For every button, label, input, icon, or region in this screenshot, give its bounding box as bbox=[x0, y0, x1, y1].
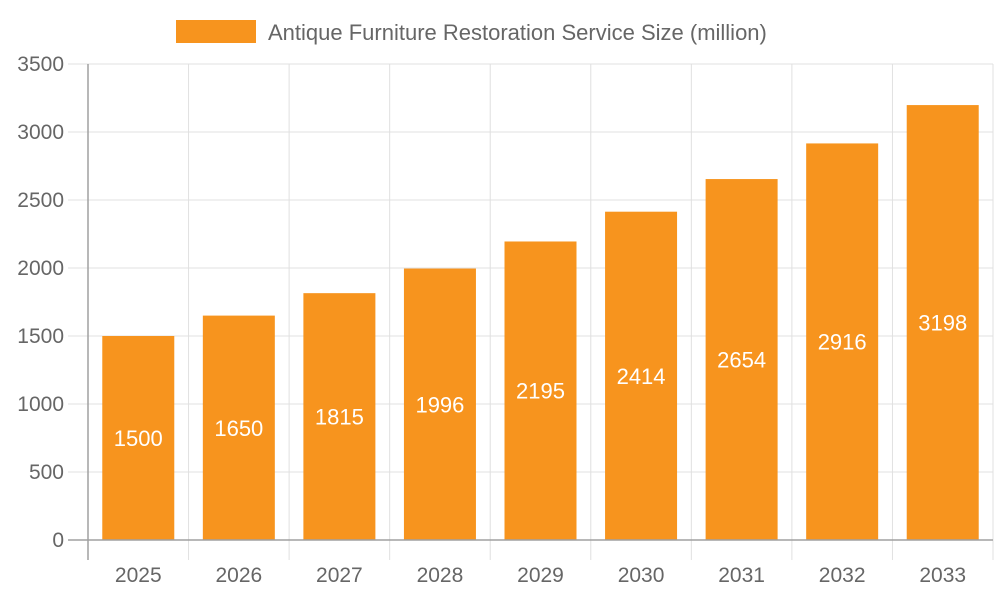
x-tick-label: 2026 bbox=[215, 564, 262, 587]
data-label: 2195 bbox=[516, 379, 565, 404]
y-tick-label: 1500 bbox=[17, 325, 64, 348]
bar bbox=[806, 143, 879, 540]
bar bbox=[403, 268, 476, 540]
y-tick-label: 2500 bbox=[17, 189, 64, 212]
bar bbox=[605, 211, 678, 541]
bar bbox=[906, 105, 979, 541]
bar bbox=[102, 336, 175, 540]
y-tick-label: 500 bbox=[29, 461, 64, 484]
bar bbox=[504, 241, 577, 541]
x-tick-label: 2027 bbox=[316, 564, 363, 587]
legend-label: Antique Furniture Restoration Service Si… bbox=[268, 20, 767, 45]
data-label: 2654 bbox=[717, 348, 766, 373]
x-tick-label: 2033 bbox=[919, 564, 966, 587]
data-label: 1996 bbox=[415, 392, 464, 417]
data-label: 1650 bbox=[214, 416, 263, 441]
x-tick-label: 2029 bbox=[517, 564, 564, 587]
bar bbox=[202, 315, 275, 540]
bar bbox=[303, 293, 376, 540]
x-tick-label: 2028 bbox=[417, 564, 464, 587]
data-label: 2414 bbox=[617, 364, 666, 389]
legend-swatch bbox=[176, 20, 256, 43]
x-tick-label: 2025 bbox=[115, 564, 162, 587]
axes: 0 500 1000 1500 2000 2500 3000 3500 2025 2026 2027… bbox=[17, 53, 993, 587]
x-tick-label: 2032 bbox=[819, 564, 866, 587]
x-tick-label: 2030 bbox=[618, 564, 665, 587]
bars: 1500 1650 1815 1996 2195 2414 2654 2916 3198 bbox=[102, 105, 979, 541]
data-label: 1500 bbox=[114, 426, 163, 451]
legend[interactable]: Antique Furniture Restoration Service Si… bbox=[176, 20, 767, 45]
data-label: 3198 bbox=[918, 311, 967, 336]
y-tick-label: 1000 bbox=[17, 393, 64, 416]
y-tick-label: 0 bbox=[52, 529, 64, 552]
y-tick-label: 3000 bbox=[17, 121, 64, 144]
x-tick-label: 2031 bbox=[718, 564, 765, 587]
y-tick-label: 2000 bbox=[17, 257, 64, 280]
data-label: 2916 bbox=[818, 330, 867, 355]
data-label: 1815 bbox=[315, 405, 364, 430]
bar bbox=[705, 179, 778, 540]
y-tick-label: 3500 bbox=[17, 53, 64, 76]
